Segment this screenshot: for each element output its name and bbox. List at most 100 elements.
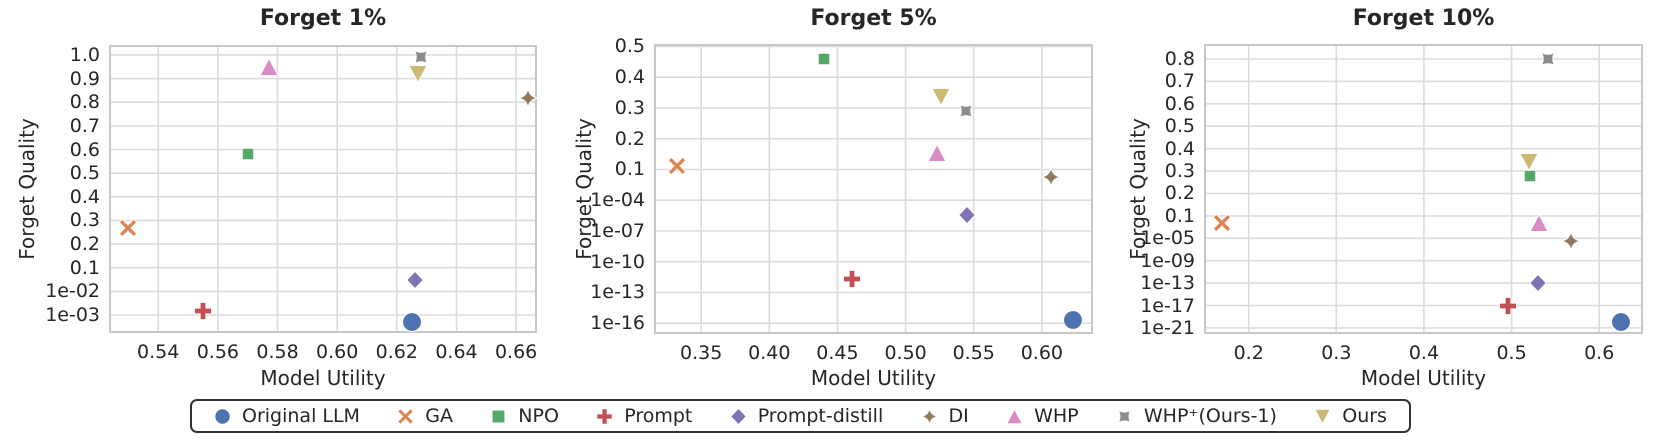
data-point-prompt-distill bbox=[405, 270, 424, 290]
y-tick-label: 0.2 bbox=[1164, 182, 1195, 205]
y-tick-label: 0.1 bbox=[1164, 204, 1195, 227]
y-tick-label: 1e-10 bbox=[590, 250, 645, 273]
data-point-npo bbox=[1523, 168, 1538, 183]
data-point-ours bbox=[931, 87, 951, 107]
x-axis-label: Model Utility bbox=[810, 366, 937, 390]
y-tick-label: 0.3 bbox=[1164, 160, 1195, 183]
x-tick-label: 0.3 bbox=[1321, 342, 1352, 364]
y-tick-label: 0.9 bbox=[69, 67, 100, 90]
y-tick-label: 0.1 bbox=[614, 158, 645, 181]
legend-label: WHP⁺(Ours-1) bbox=[1143, 405, 1277, 427]
data-point-ga bbox=[1212, 213, 1232, 233]
y-tick-label: 0.8 bbox=[69, 91, 100, 114]
data-point-prompt-distill bbox=[1529, 273, 1547, 293]
y-tick-label: 0.2 bbox=[614, 127, 645, 150]
grid bbox=[1204, 44, 1643, 334]
data-point-ours bbox=[1519, 152, 1539, 172]
y-tick-label: 0.5 bbox=[69, 162, 100, 185]
data-point-prompt bbox=[843, 270, 862, 289]
y-tick-label: 1e-04 bbox=[590, 189, 645, 212]
y-tick-label: 0.6 bbox=[1164, 92, 1195, 115]
x-tick-label: 0.50 bbox=[884, 342, 927, 364]
x-tick-label: 0.55 bbox=[952, 342, 995, 364]
y-tick-label: 1e-16 bbox=[590, 312, 645, 335]
legend-item: NPO bbox=[490, 405, 559, 427]
x-tick-label: 0.45 bbox=[816, 342, 859, 364]
data-point-prompt bbox=[1499, 296, 1518, 315]
legend-label: GA bbox=[425, 405, 453, 427]
y-tick-label: 0.4 bbox=[614, 66, 645, 89]
data-point-whp-ours-1 bbox=[412, 48, 430, 66]
data-point-original-llm bbox=[1611, 312, 1632, 333]
y-tick-label: 0.5 bbox=[1164, 115, 1195, 138]
grid bbox=[109, 45, 537, 333]
data-point-whp-ours-1 bbox=[957, 102, 975, 120]
y-tick-label: 1e-21 bbox=[1140, 316, 1195, 339]
chart-forget-10pct: Forget 10% Forget Quality Model Utility … bbox=[1100, 0, 1661, 443]
x-tick-label: 0.62 bbox=[375, 341, 418, 363]
legend-label: Original LLM bbox=[242, 405, 360, 427]
legend-label: DI bbox=[948, 405, 969, 427]
legend-item: Ours bbox=[1314, 405, 1387, 427]
x-tick-label: 0.58 bbox=[256, 341, 299, 363]
y-tick-label: 0.4 bbox=[1164, 137, 1195, 160]
data-point-whp bbox=[927, 143, 947, 163]
x-tick-label: 0.54 bbox=[137, 341, 180, 363]
x-tick-label: 0.66 bbox=[494, 341, 538, 363]
y-tick-label: 0.2 bbox=[69, 233, 100, 256]
y-tick-label: 1.0 bbox=[69, 43, 100, 66]
legend-label: NPO bbox=[518, 405, 559, 427]
y-tick-label: 1e-09 bbox=[1140, 249, 1195, 272]
legend-label: Prompt bbox=[624, 405, 693, 427]
data-point-original-llm bbox=[1063, 310, 1084, 331]
data-point-whp-ours-1 bbox=[1539, 50, 1557, 68]
y-tick-label: 0.3 bbox=[614, 96, 645, 119]
x-tick-label: 0.6 bbox=[1584, 342, 1615, 364]
legend-item: WHP bbox=[1006, 405, 1079, 427]
data-point-ours bbox=[407, 64, 428, 84]
y-tick-label: 1e-13 bbox=[590, 281, 645, 304]
x-tick-label: 0.60 bbox=[316, 341, 359, 363]
data-point-ga bbox=[667, 156, 687, 176]
legend-item: Prompt bbox=[596, 405, 692, 427]
data-point-whp bbox=[258, 57, 279, 77]
data-point-di bbox=[1561, 231, 1581, 251]
square-icon bbox=[490, 408, 507, 425]
x-tick-label: 0.64 bbox=[435, 341, 478, 363]
plot-area bbox=[109, 45, 538, 333]
x-tick-label: 0.35 bbox=[680, 342, 723, 364]
chart-title: Forget 10% bbox=[1352, 6, 1495, 31]
y-tick-label: 1e-13 bbox=[1140, 272, 1195, 295]
x-tick-label: 0.2 bbox=[1233, 342, 1264, 364]
x-axis-label: Model Utility bbox=[260, 366, 386, 390]
legend-item: Original LLM bbox=[214, 405, 360, 427]
legend-item: DI bbox=[920, 405, 969, 427]
y-tick-label: 0.7 bbox=[69, 114, 100, 137]
x-bold-icon bbox=[397, 407, 415, 425]
y-tick-label: 0.1 bbox=[69, 256, 100, 279]
data-point-ga bbox=[118, 218, 138, 237]
data-point-original-llm bbox=[401, 312, 422, 333]
y-tick-label: 0.7 bbox=[1164, 70, 1195, 93]
y-tick-label: 1e-02 bbox=[45, 280, 100, 303]
plus-icon bbox=[596, 407, 613, 425]
legend-label: Ours bbox=[1342, 405, 1387, 427]
data-point-di bbox=[518, 87, 538, 108]
legend-item: WHP⁺(Ours-1) bbox=[1116, 405, 1277, 427]
y-tick-label: 1e-17 bbox=[1140, 294, 1195, 317]
grid bbox=[654, 44, 1093, 334]
y-tick-label: 0.6 bbox=[69, 138, 100, 161]
triangle-up-icon bbox=[1006, 407, 1023, 425]
x-axis-label: Model Utility bbox=[1360, 366, 1487, 390]
chart-title: Forget 5% bbox=[810, 6, 937, 31]
chart-forget-1pct: Forget 1% Forget Quality Model Utility 0… bbox=[0, 0, 553, 443]
legend: Original LLM GA NPO Prompt Prompt-distill DI W… bbox=[190, 399, 1411, 433]
x-tick-label: 0.4 bbox=[1408, 342, 1440, 364]
x-tick-label: 0.56 bbox=[196, 341, 240, 363]
y-tick-label: 0.8 bbox=[1164, 48, 1195, 70]
data-point-prompt-distill bbox=[958, 205, 976, 224]
chart-title: Forget 1% bbox=[259, 6, 387, 31]
star4-icon bbox=[1116, 408, 1133, 425]
triangle-down-icon bbox=[1314, 408, 1332, 425]
